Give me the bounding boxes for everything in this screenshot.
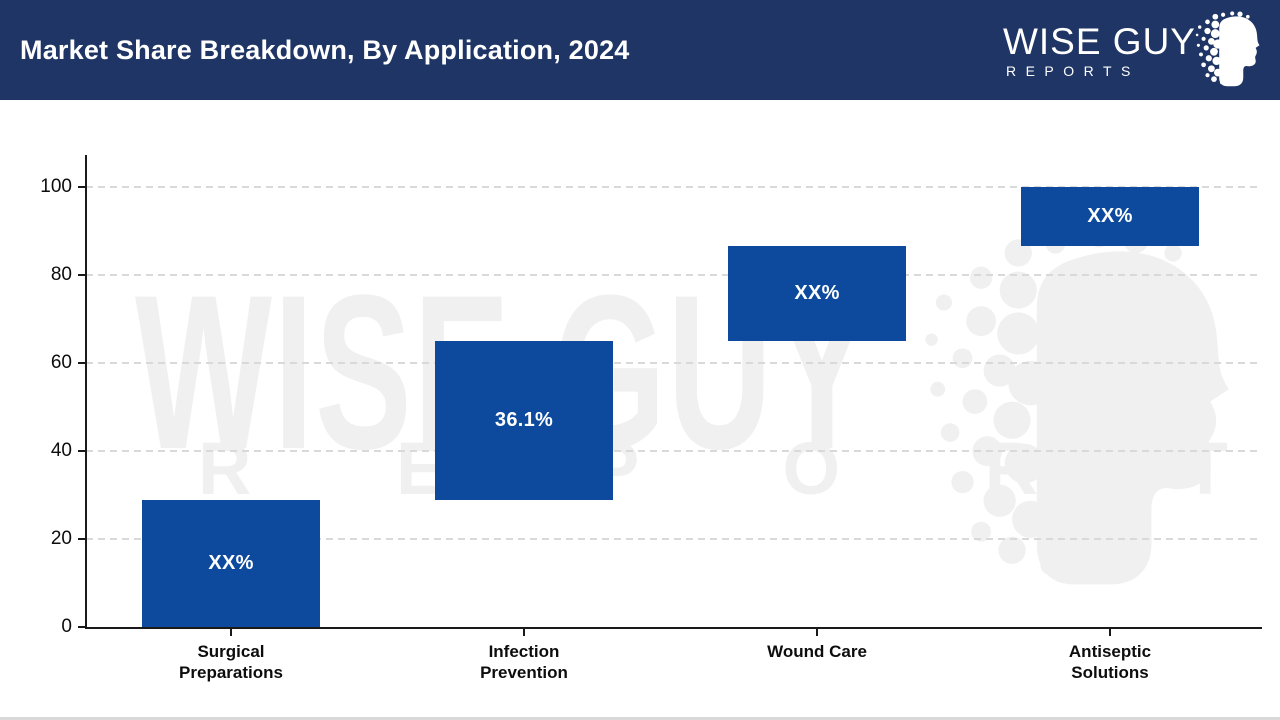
x-label-wound-care: Wound Care	[707, 641, 927, 662]
page-title: Market Share Breakdown, By Application, …	[20, 34, 630, 65]
y-tick-100	[78, 185, 85, 188]
x-label-line: Surgical	[197, 642, 265, 661]
y-tick-label-0: 0	[61, 616, 72, 637]
x-label-antiseptic-solutions: Antiseptic Solutions	[1000, 641, 1220, 683]
x-label-surgical-preparations: Surgical Preparations	[121, 641, 341, 683]
logo-wordmark-line2: REPORTS	[1005, 62, 1140, 79]
x-axis	[85, 627, 1262, 629]
bar-antiseptic-solutions: XX%	[1021, 186, 1199, 247]
bar-wound-care: XX%	[728, 246, 906, 341]
y-tick-40	[78, 449, 85, 452]
wiseguy-logo: WISE GUY REPORTS	[1003, 10, 1266, 91]
bar-value-label: XX%	[1087, 204, 1133, 227]
bar-value-label: XX%	[208, 551, 254, 574]
x-label-line: Prevention	[480, 663, 568, 682]
x-label-line: Infection	[488, 642, 560, 661]
x-tick-infection-prevention	[523, 629, 525, 636]
x-tick-surgical-preparations	[230, 629, 232, 636]
y-axis	[85, 155, 87, 629]
x-tick-wound-care	[816, 629, 818, 636]
y-tick-label-20: 20	[50, 527, 72, 549]
bottom-border	[0, 717, 1280, 720]
bar-value-label: XX%	[794, 281, 840, 304]
bar-infection-prevention: 36.1%	[435, 340, 613, 500]
y-tick-label-80: 80	[50, 263, 72, 285]
gridline-40	[86, 449, 1262, 452]
gridline-100	[86, 185, 1262, 188]
bar-surgical-preparations: XX%	[142, 499, 320, 627]
logo-wordmark-line1: WISE GUY	[1002, 20, 1196, 62]
y-tick-label-100: 100	[40, 175, 72, 197]
logo-head-icon	[1195, 10, 1260, 86]
y-tick-0	[78, 626, 85, 628]
gridline-20	[86, 537, 1262, 540]
x-tick-antiseptic-solutions	[1109, 629, 1111, 636]
header-bar: Market Share Breakdown, By Application, …	[0, 0, 1280, 100]
logo-wordmark: WISE GUY REPORTS	[1002, 20, 1196, 79]
y-tick-60	[78, 361, 85, 364]
y-tick-20	[78, 537, 85, 540]
x-label-line: Preparations	[179, 663, 283, 682]
x-label-line: Solutions	[1071, 663, 1149, 682]
x-label-line: Antiseptic	[1068, 642, 1152, 661]
bar-value-label: 36.1%	[494, 408, 554, 431]
y-tick-label-60: 60	[50, 351, 72, 373]
y-tick-80	[78, 273, 85, 276]
gridline-80	[86, 273, 1262, 276]
gridline-60	[86, 361, 1262, 364]
y-tick-label-40: 40	[50, 439, 72, 461]
x-label-infection-prevention: Infection Prevention	[414, 641, 634, 683]
x-label-line: Wound Care	[767, 642, 867, 661]
